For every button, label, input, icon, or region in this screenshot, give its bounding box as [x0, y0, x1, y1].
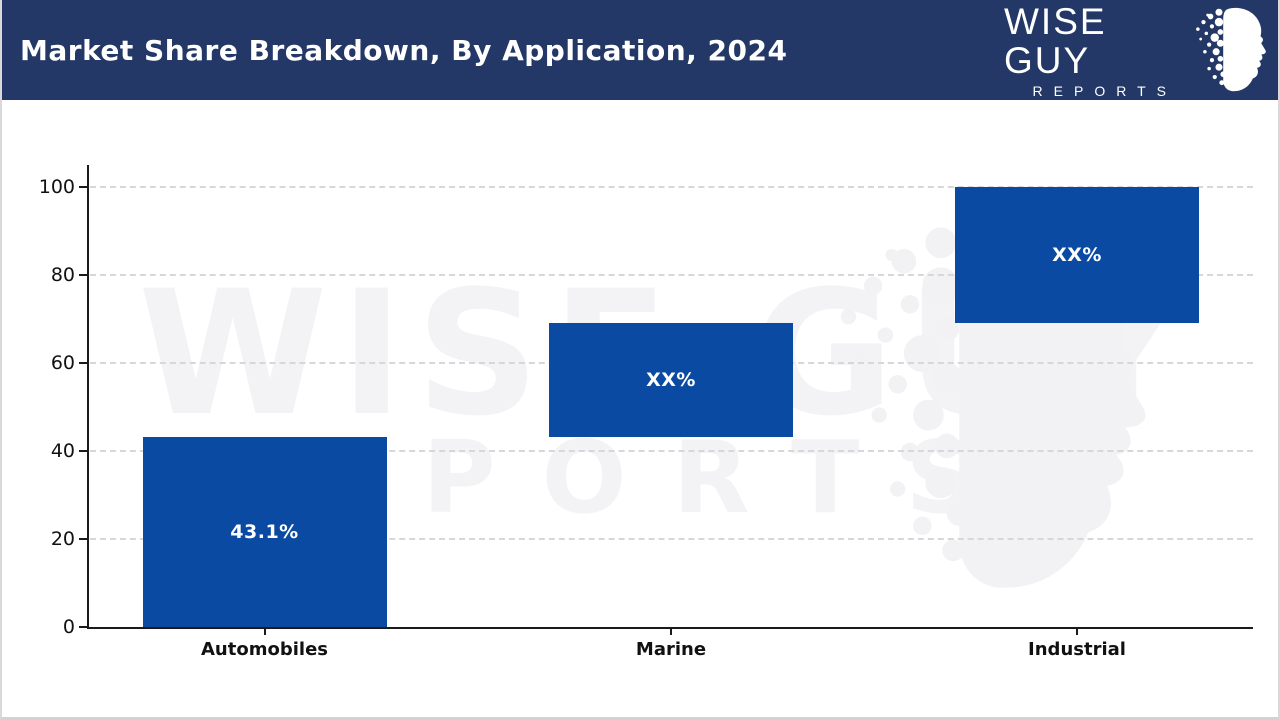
bar-automobiles: 43.1% — [142, 437, 387, 627]
y-tick-mark-20 — [79, 538, 87, 540]
x-tick-label-industrial: Industrial — [1028, 639, 1126, 660]
bar-marine: XX% — [549, 323, 793, 438]
y-tick-label-20: 20 — [50, 528, 75, 550]
y-tick-label-100: 100 — [38, 176, 75, 198]
y-tick-mark-100 — [79, 186, 87, 188]
y-tick-label-0: 0 — [62, 616, 75, 638]
x-axis-line — [87, 627, 1253, 629]
y-axis-line — [87, 165, 89, 629]
y-tick-mark-60 — [79, 362, 87, 364]
gridline-20 — [90, 538, 1253, 540]
logo-brand-line2: REPORTS — [1032, 83, 1177, 100]
dotted-head-logo-icon — [1195, 7, 1266, 92]
bar-value-label: XX% — [646, 369, 696, 392]
x-tick-label-automobiles: Automobiles — [201, 639, 328, 660]
x-tick-label-marine: Marine — [635, 639, 707, 660]
y-tick-label-60: 60 — [50, 352, 75, 374]
bar-value-label: XX% — [1052, 244, 1102, 267]
chart-title: Market Share Breakdown, By Application, … — [20, 33, 788, 67]
y-tick-mark-80 — [79, 274, 87, 276]
y-tick-label-40: 40 — [50, 440, 75, 462]
gridline-40 — [90, 450, 1253, 452]
waterfall-bar-chart: 0 20 40 60 80 100 43.1% XX% XX% Automobiles Marine… — [0, 100, 1280, 720]
y-tick-label-80: 80 — [50, 264, 75, 286]
bar-industrial: XX% — [955, 187, 1199, 324]
x-tick-mark-marine — [670, 629, 672, 635]
logo-brand-line1: WISE GUY — [1004, 0, 1107, 81]
y-tick-mark-0 — [79, 626, 87, 628]
x-tick-mark-automobiles — [263, 629, 266, 635]
bar-value-label: 43.1% — [230, 521, 299, 544]
gridline-100 — [90, 186, 1253, 188]
x-tick-mark-industrial — [1076, 629, 1078, 635]
header-bar: Market Share Breakdown, By Application, … — [0, 0, 1280, 100]
gridline-80 — [90, 274, 1253, 276]
logo-text: WISE GUY REPORTS — [1004, 0, 1202, 100]
wise-guy-reports-logo: WISE GUY REPORTS — [1004, 2, 1272, 99]
y-tick-mark-40 — [79, 450, 87, 452]
